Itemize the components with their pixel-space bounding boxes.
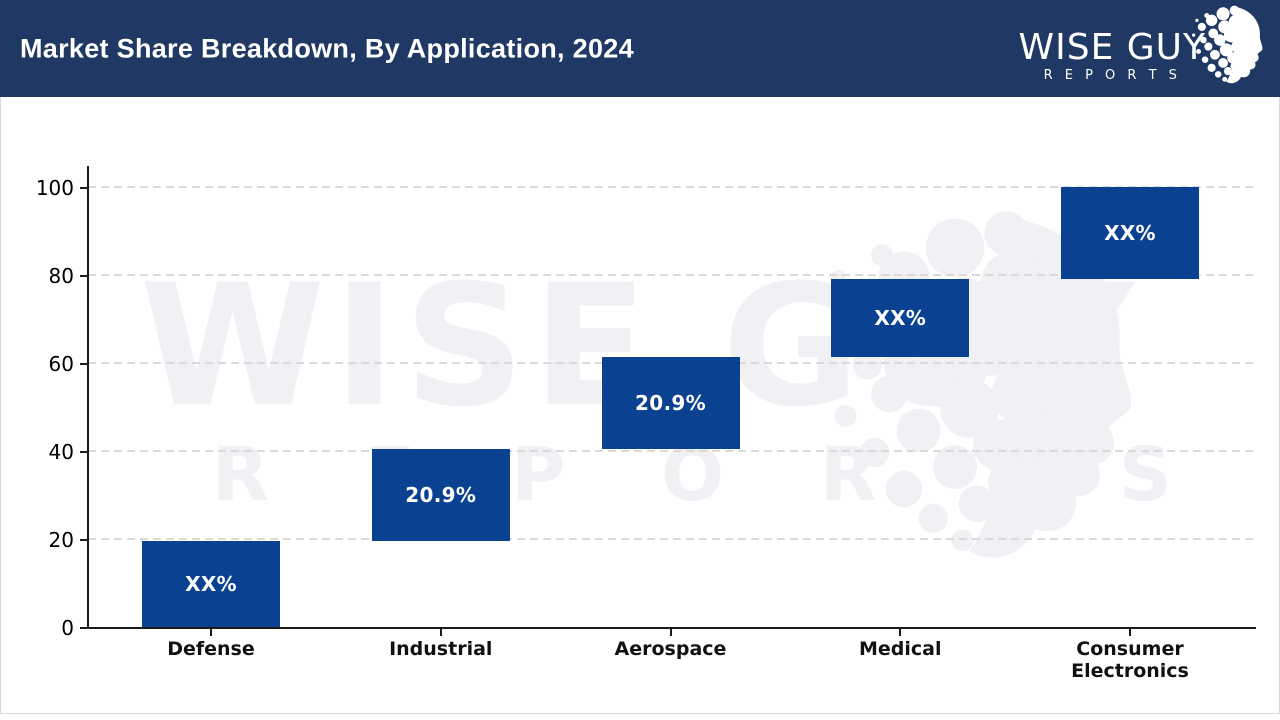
y-tick-label-100: 100 [35, 176, 74, 200]
x-tick-label-medical: Medical [858, 638, 942, 660]
y-tick-label-60: 60 [48, 352, 74, 376]
bar-value-label-consumer-electronics: XX% [1104, 220, 1156, 245]
wiseguy-head-icon [1192, 5, 1263, 84]
bar-aerospace: 20.9% [601, 356, 740, 449]
figure-border-left [0, 97, 1, 713]
x-tick-consumer-electronics [1129, 629, 1131, 636]
gridline-40 [88, 450, 1256, 452]
y-tick-label-80: 80 [48, 264, 74, 288]
bar-industrial: 20.9% [371, 448, 510, 541]
bar-consumer-electronics: XX% [1061, 187, 1199, 279]
x-tick-aerospace [669, 629, 672, 636]
y-tick-0 [80, 627, 87, 629]
y-tick-100 [80, 187, 87, 189]
gridline-80 [88, 274, 1256, 276]
x-tick-medical [899, 629, 902, 636]
x-tick-industrial [439, 629, 442, 636]
x-tick-label-industrial: Industrial [389, 638, 493, 660]
x-tick-label-defense: Defense [167, 638, 255, 660]
logo-text: WISE GUY R E P O R T S [1019, 29, 1207, 83]
logo-subtitle: R E P O R T S [1043, 67, 1181, 83]
gridline-20 [88, 538, 1256, 540]
y-tick-40 [80, 451, 87, 453]
bar-value-label-aerospace: 20.9% [635, 390, 706, 415]
y-tick-60 [80, 363, 87, 365]
x-tick-label-aerospace: Aerospace [614, 638, 727, 660]
y-axis [87, 166, 89, 629]
bar-value-label-industrial: 20.9% [405, 482, 477, 507]
x-tick-label-consumer-electronics: Consumer Electronics [1071, 638, 1189, 682]
page-title: Market Share Breakdown, By Application, … [20, 33, 634, 63]
y-tick-20 [80, 539, 87, 541]
x-axis [87, 627, 1256, 629]
header: Market Share Breakdown, By Application, … [0, 0, 1280, 97]
bar-defense: XX% [142, 540, 280, 627]
y-tick-label-0: 0 [61, 616, 74, 640]
y-tick-label-40: 40 [48, 440, 74, 464]
figure-border-bottom [0, 713, 1280, 714]
x-tick-defense [210, 629, 212, 636]
y-tick-label-20: 20 [48, 528, 74, 552]
bar-value-label-medical: XX% [874, 305, 927, 330]
bar-value-label-defense: XX% [185, 571, 237, 596]
bar-medical: XX% [831, 278, 970, 357]
wiseguy-logo: WISE GUY R E P O R T S [1019, 4, 1271, 94]
y-tick-80 [80, 275, 87, 277]
logo-wordmark: WISE GUY [1018, 27, 1206, 69]
gridline-100 [88, 186, 1256, 188]
